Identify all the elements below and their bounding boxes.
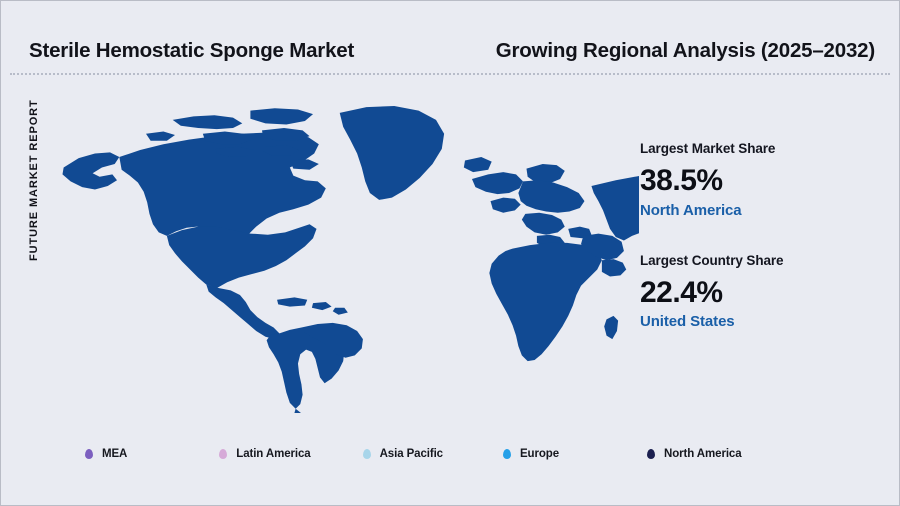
brand-watermark: FUTURE MARKET REPORT [28,99,40,261]
header-divider [10,73,890,75]
legend-label: MEA [102,448,128,460]
stats-panel: Largest Market Share 38.5% North America… [640,141,885,364]
legend-item-europe: Europe [502,448,559,460]
legend-label: Latin America [236,448,311,460]
stat-region: North America [640,201,742,219]
stat-label: Largest Country Share [640,252,784,268]
legend-dot-icon [646,449,655,459]
page-title: Sterile Hemostatic Sponge Market [29,39,355,62]
stat-value: 22.4% [640,275,723,309]
legend-label: Asia Pacific [379,448,443,460]
map-legend: MEA Latin America Asia Pacific Europe No… [85,448,742,460]
stat-block-country-share: Largest Country Share 22.4% United State… [640,253,885,331]
legend-item-asia-pacific: Asia Pacific [362,448,443,460]
legend-label: North America [663,448,742,460]
legend-item-mea: MEA [85,448,127,460]
legend-item-latin-america: Latin America [219,448,311,460]
legend-dot-icon [219,449,228,459]
legend-label: Europe [519,448,559,460]
world-map-svg [62,105,639,413]
legend-item-north-america: North America [646,448,742,460]
legend-dot-icon [85,449,93,459]
header: Sterile Hemostatic Sponge Market Growing… [1,1,899,75]
stat-block-market-share: Largest Market Share 38.5% North America [640,141,885,219]
map-landmasses [62,105,639,413]
world-map [59,93,639,413]
stat-value: 38.5% [640,164,723,197]
header-subtitle: Growing Regional Analysis (2025–2032) [495,39,875,62]
legend-dot-icon [362,449,371,459]
legend-dot-icon [502,449,511,459]
stat-label: Largest Market Share [640,141,776,156]
stat-region: United States [640,313,735,330]
